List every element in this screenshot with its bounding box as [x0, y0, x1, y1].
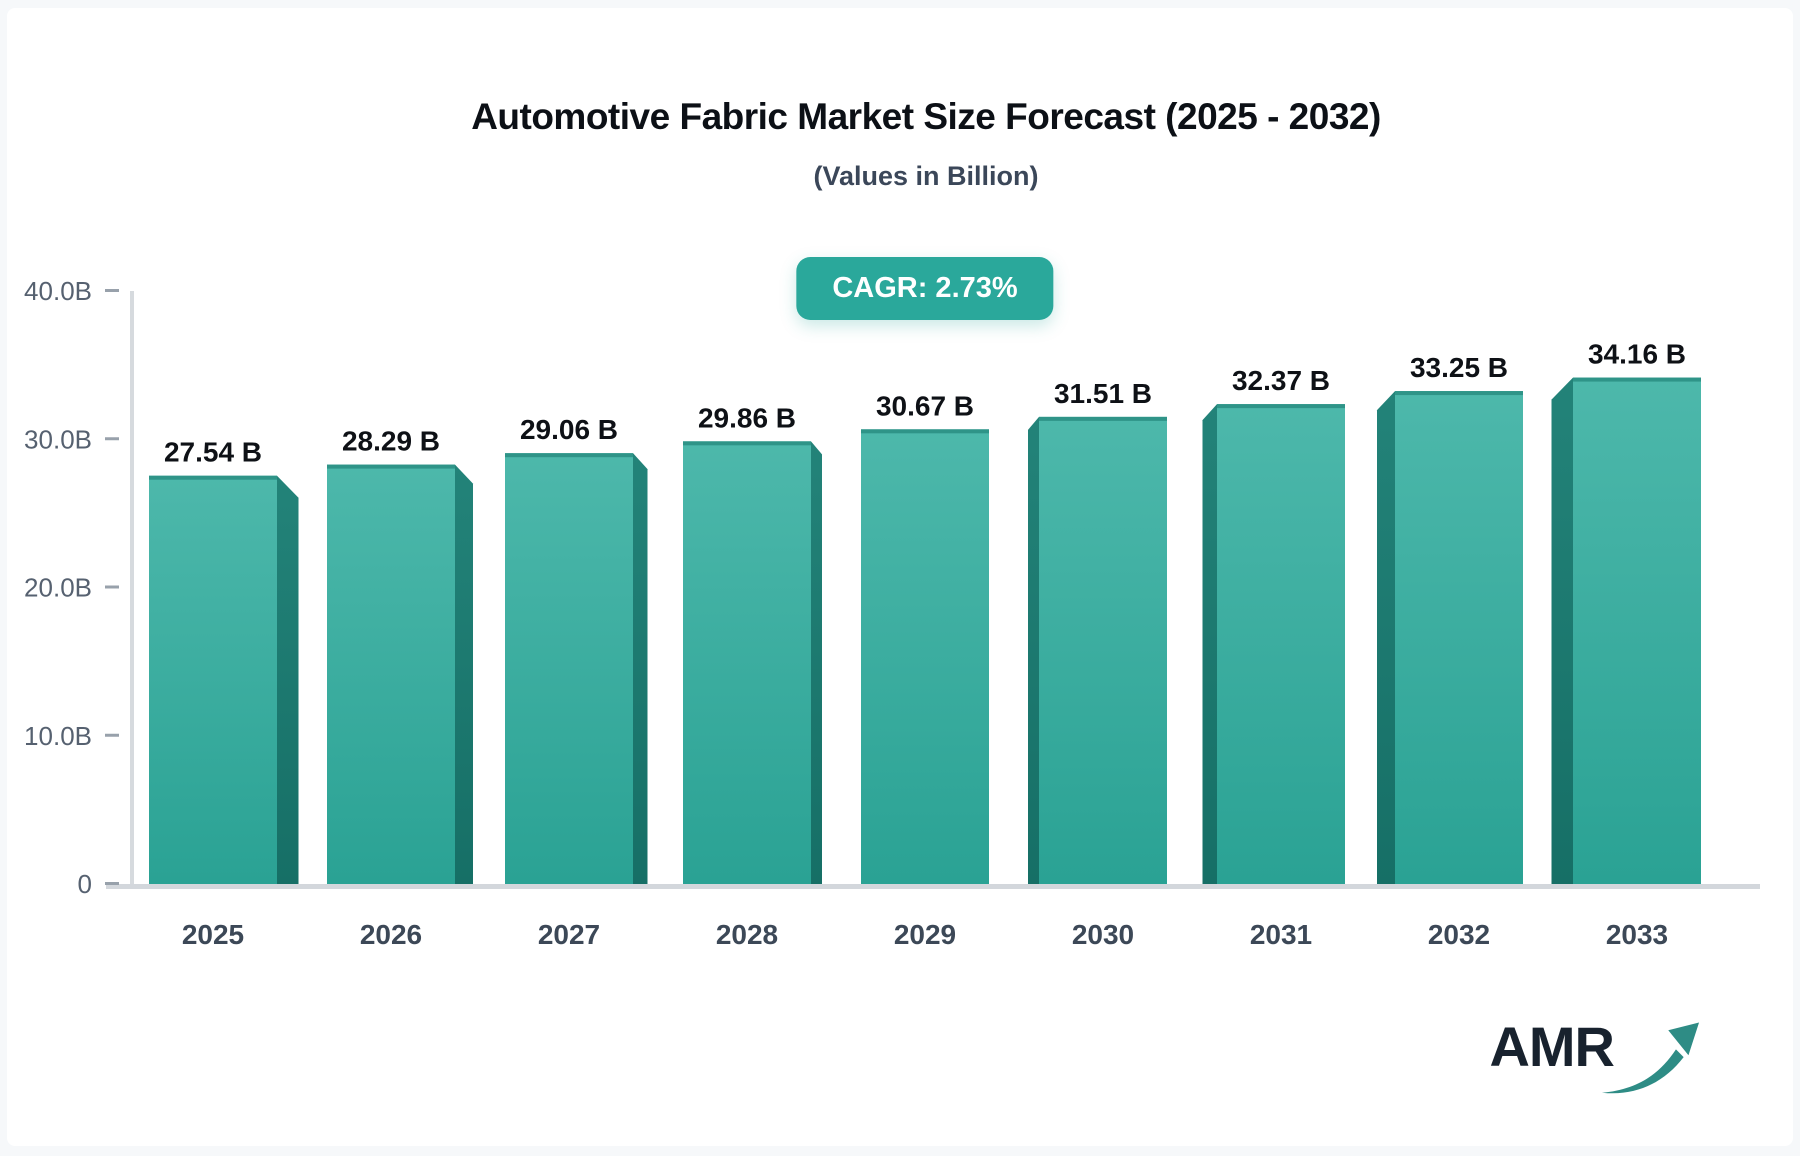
bar-side-face	[455, 464, 473, 884]
bar-side-face	[1551, 377, 1573, 884]
bar-group: 32.37 B 2031	[1202, 365, 1345, 950]
bar-group: 33.25 B 2032	[1377, 352, 1523, 950]
bar-side-face	[811, 441, 822, 884]
bar	[149, 475, 277, 884]
bar	[1039, 416, 1167, 884]
bar	[861, 429, 989, 884]
y-tick-mark	[105, 585, 119, 589]
x-axis-label: 2031	[1250, 919, 1312, 950]
bar-top-edge	[1039, 416, 1167, 421]
bar-value-label: 33.25 B	[1410, 352, 1508, 383]
bar-top-edge	[327, 464, 455, 469]
bar-group: 29.06 B 2027	[505, 414, 648, 950]
bar-top-edge	[149, 475, 277, 480]
x-axis-line	[106, 884, 1760, 889]
y-tick-mark	[105, 882, 119, 885]
page-title: Automotive Fabric Market Size Forecast (…	[471, 96, 1381, 137]
bar-top-edge	[1217, 404, 1345, 409]
x-axis-label: 2030	[1072, 919, 1134, 950]
bar-top-edge	[861, 429, 989, 434]
y-tick-label: 10.0B	[24, 721, 92, 751]
x-axis-label: 2033	[1606, 919, 1668, 950]
bar-value-label: 31.51 B	[1054, 378, 1152, 409]
bar-top-edge	[683, 441, 811, 446]
brand-logo-text: AMR	[1489, 1015, 1615, 1078]
y-tick-mark	[105, 289, 119, 292]
cagr-badge: CAGR: 2.73%	[796, 257, 1054, 320]
bar-group: 34.16 B 2033	[1551, 339, 1701, 950]
bar-value-label: 34.16 B	[1588, 339, 1686, 370]
bar-side-face	[1028, 416, 1039, 884]
bar-top-edge	[505, 453, 633, 458]
y-tick-mark	[105, 733, 119, 737]
bar-group: 28.29 B 2026	[327, 426, 473, 950]
bar	[1395, 391, 1523, 884]
x-axis-label: 2032	[1428, 919, 1490, 950]
x-axis-label: 2028	[716, 919, 778, 950]
bar-side-face	[277, 475, 299, 884]
bar	[683, 441, 811, 884]
y-tick-label: 30.0B	[24, 424, 92, 454]
bar	[1217, 404, 1345, 884]
bar	[1573, 377, 1701, 884]
brand-logo: AMR	[1489, 1019, 1700, 1104]
y-tick-mark	[105, 437, 119, 441]
bar-top-edge	[1573, 377, 1701, 382]
bar-value-label: 27.54 B	[164, 437, 262, 468]
bar-value-label: 32.37 B	[1232, 365, 1330, 396]
x-axis-label: 2026	[360, 919, 422, 950]
bar-group: 31.51 B 2030	[1028, 378, 1167, 950]
bar-value-label: 28.29 B	[342, 426, 440, 457]
bar-value-label: 30.67 B	[876, 390, 974, 421]
bar	[505, 453, 633, 884]
bar-side-face	[1377, 391, 1395, 884]
bar-side-face	[1202, 404, 1217, 884]
y-tick-label: 20.0B	[24, 573, 92, 603]
bar-value-label: 29.06 B	[520, 414, 618, 445]
bar-side-face	[633, 453, 648, 884]
y-axis-line	[130, 291, 134, 884]
x-axis-label: 2029	[894, 919, 956, 950]
growth-arrow-icon	[1600, 1021, 1700, 1104]
bar-group: 27.54 B 2025	[149, 437, 299, 950]
bar-group: 29.86 B 2028	[683, 402, 822, 950]
bar-top-edge	[1395, 391, 1523, 396]
x-axis-label: 2027	[538, 919, 600, 950]
bar-value-label: 29.86 B	[698, 402, 796, 433]
bar-group: 30.67 B 2029	[861, 390, 989, 950]
y-tick-label: 40.0B	[24, 276, 92, 306]
bar	[327, 464, 455, 884]
chart-subtitle: (Values in Billion)	[813, 161, 1039, 191]
x-axis-label: 2025	[182, 919, 244, 950]
y-tick-label: 0	[78, 869, 92, 899]
